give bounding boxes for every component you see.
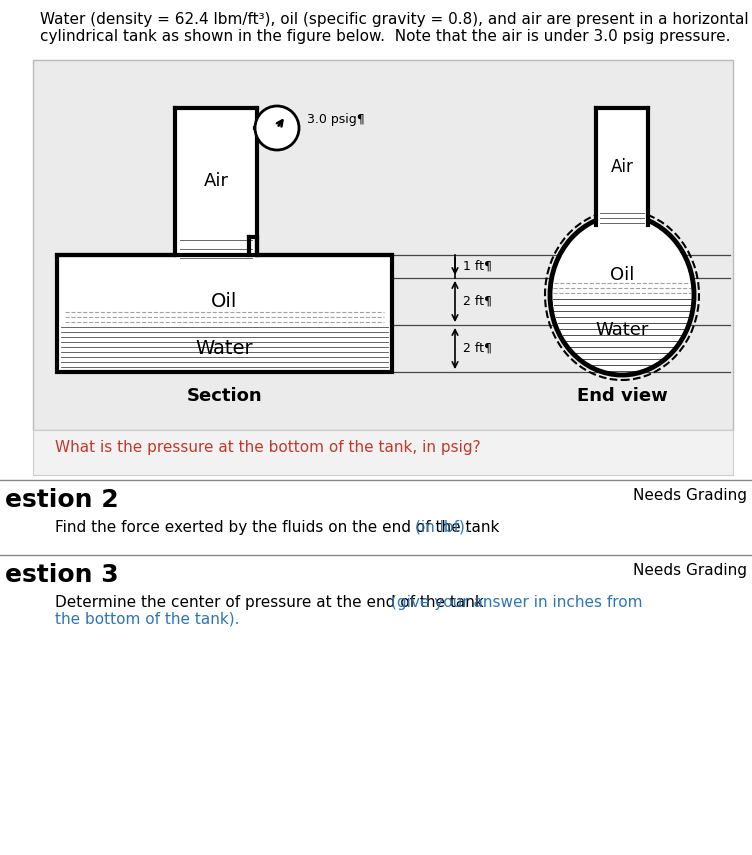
Text: Air: Air — [611, 157, 633, 175]
Text: Oil: Oil — [610, 266, 634, 284]
Bar — [598, 108, 646, 225]
Circle shape — [255, 106, 299, 150]
Text: What is the pressure at the bottom of the tank, in psig?: What is the pressure at the bottom of th… — [55, 440, 481, 455]
Bar — [177, 108, 255, 255]
Text: Needs Grading: Needs Grading — [633, 488, 747, 503]
Text: Air: Air — [204, 173, 229, 191]
Text: Oil: Oil — [211, 292, 238, 311]
Ellipse shape — [550, 215, 694, 375]
Text: 2 ft¶: 2 ft¶ — [463, 295, 492, 308]
Bar — [33, 60, 733, 430]
Text: cylindrical tank as shown in the figure below.  Note that the air is under 3.0 p: cylindrical tank as shown in the figure … — [40, 29, 730, 44]
Text: (give your answer in inches from: (give your answer in inches from — [391, 595, 642, 610]
Text: Water: Water — [596, 321, 649, 339]
Bar — [59, 257, 390, 370]
Text: 2 ft¶: 2 ft¶ — [463, 342, 492, 355]
Bar — [57, 255, 392, 372]
Text: Determine the center of pressure at the end of the tank: Determine the center of pressure at the … — [55, 595, 489, 610]
Text: 3.0 psig¶: 3.0 psig¶ — [307, 114, 365, 127]
Text: Find the force exerted by the fluids on the end of the tank: Find the force exerted by the fluids on … — [55, 520, 505, 535]
Bar — [33, 430, 733, 475]
Text: 1 ft¶: 1 ft¶ — [463, 260, 492, 273]
Text: estion 2: estion 2 — [5, 488, 119, 512]
Text: Needs Grading: Needs Grading — [633, 563, 747, 578]
Text: the bottom of the tank).: the bottom of the tank). — [55, 612, 239, 627]
Text: Water: Water — [196, 339, 253, 358]
Text: Water (density = 62.4 lbm/ft³), oil (specific gravity = 0.8), and air are presen: Water (density = 62.4 lbm/ft³), oil (spe… — [40, 12, 749, 27]
Text: End view: End view — [577, 387, 667, 405]
Text: (in lbf).: (in lbf). — [415, 520, 470, 535]
Text: Section: Section — [186, 387, 262, 405]
Text: estion 3: estion 3 — [5, 563, 119, 587]
